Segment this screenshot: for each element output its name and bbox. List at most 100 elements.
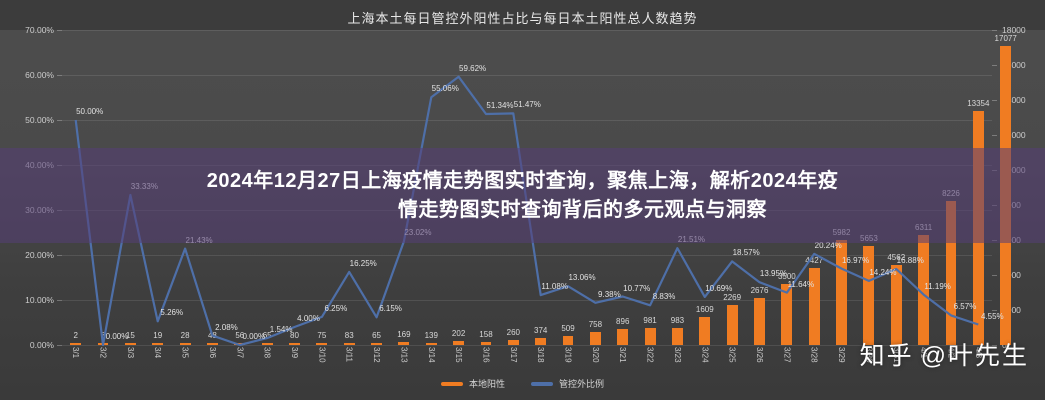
bar[interactable] bbox=[918, 234, 930, 345]
x-axis-tick-label: 3/18 bbox=[536, 347, 546, 363]
bar[interactable] bbox=[617, 329, 629, 345]
bar-value-label: 13354 bbox=[967, 99, 990, 109]
y-axis-left-tick: 50.00% bbox=[25, 115, 54, 125]
bar[interactable] bbox=[808, 267, 820, 345]
bar[interactable] bbox=[699, 316, 711, 345]
bar-value-label: 8 bbox=[100, 331, 106, 340]
bar[interactable] bbox=[316, 343, 328, 345]
line-value-label: 0.00% bbox=[242, 332, 266, 341]
line-value-label: 9.38% bbox=[598, 289, 621, 299]
legend-item-bar[interactable]: 本地阳性 bbox=[440, 377, 505, 390]
line-value-label: 1.54% bbox=[269, 325, 293, 335]
bar-value-label: 3500 bbox=[777, 271, 796, 281]
line-value-label: 11.19% bbox=[924, 281, 951, 291]
bar-value-label: 4562 bbox=[887, 253, 906, 263]
gridline bbox=[62, 120, 992, 121]
bar[interactable] bbox=[480, 342, 492, 345]
gridline bbox=[62, 300, 992, 301]
bar[interactable] bbox=[836, 240, 848, 345]
line-value-label: 6.57% bbox=[953, 302, 977, 312]
x-axis-tick-label: 3/21 bbox=[618, 347, 628, 363]
bar-value-label: 758 bbox=[588, 319, 603, 329]
x-axis-tick-label: 3/9 bbox=[290, 347, 299, 359]
bar-value-label: 374 bbox=[533, 326, 548, 336]
bar[interactable] bbox=[124, 343, 136, 345]
x-axis-tick-label: 3/19 bbox=[563, 347, 573, 363]
bar[interactable] bbox=[726, 305, 738, 345]
bar[interactable] bbox=[152, 343, 164, 345]
x-axis-tick-label: 3/12 bbox=[372, 347, 382, 363]
bar[interactable] bbox=[425, 342, 437, 345]
y-axis-left-tick: 0.00% bbox=[29, 340, 54, 350]
bar-value-label: 83 bbox=[344, 331, 354, 340]
bar[interactable] bbox=[890, 265, 902, 345]
line-value-label: 13.06% bbox=[568, 273, 596, 283]
bar[interactable] bbox=[206, 343, 218, 345]
x-axis-tick-label: 3/15 bbox=[454, 347, 464, 363]
x-axis-tick-label: 3/26 bbox=[755, 347, 764, 363]
bar-value-label: 75 bbox=[317, 331, 327, 340]
y-axis-right-tick: 18000 bbox=[1002, 25, 1026, 35]
watermark: 知乎 @叶先生 bbox=[860, 336, 1029, 372]
x-axis-tick-label: 3/10 bbox=[317, 347, 327, 363]
gridline bbox=[62, 255, 992, 256]
y-axis-left-tick: 20.00% bbox=[25, 250, 54, 260]
y-axis-right-tick: 2000 bbox=[1002, 305, 1021, 315]
line-value-label: 50.00% bbox=[76, 107, 104, 116]
line-value-label: 51.34% bbox=[486, 100, 514, 110]
bar[interactable] bbox=[535, 338, 547, 345]
line-value-label: 10.69% bbox=[705, 283, 733, 293]
gridline bbox=[62, 30, 992, 31]
gridline bbox=[62, 75, 992, 76]
line-value-label: 11.08% bbox=[541, 282, 568, 292]
bar[interactable] bbox=[863, 246, 875, 345]
bar[interactable] bbox=[70, 343, 82, 345]
bar[interactable] bbox=[398, 342, 410, 345]
bar-value-label: 139 bbox=[424, 330, 438, 340]
bar-value-label: 169 bbox=[397, 330, 411, 340]
y-axis-left-tickmark bbox=[57, 300, 62, 301]
line-value-label: 6.25% bbox=[324, 303, 348, 313]
y-axis-right-tickmark bbox=[992, 345, 997, 346]
x-axis-tick-label: 3/2 bbox=[98, 347, 108, 359]
bar[interactable] bbox=[945, 201, 957, 345]
bar-value-label: 28 bbox=[180, 331, 190, 340]
x-axis-tick-label: 3/17 bbox=[508, 347, 518, 363]
bar[interactable] bbox=[781, 283, 793, 345]
bar[interactable] bbox=[589, 331, 601, 345]
y-axis-right-tick: 4000 bbox=[1002, 270, 1021, 280]
bar[interactable] bbox=[289, 343, 300, 345]
bar-value-label: 2676 bbox=[750, 286, 769, 296]
legend-swatch-line bbox=[531, 381, 553, 386]
bar[interactable] bbox=[343, 343, 355, 345]
bar[interactable] bbox=[453, 341, 465, 345]
bar[interactable] bbox=[671, 327, 683, 345]
bar-value-label: 15 bbox=[125, 331, 135, 340]
line-value-label: 0.00% bbox=[105, 332, 129, 341]
bar[interactable] bbox=[179, 343, 191, 345]
bar[interactable] bbox=[371, 343, 383, 345]
line-value-label: 55.06% bbox=[431, 84, 459, 94]
bar[interactable] bbox=[261, 343, 273, 345]
bar[interactable] bbox=[562, 336, 574, 345]
bar-value-label: 2 bbox=[73, 331, 78, 340]
bar[interactable] bbox=[754, 298, 765, 345]
legend-item-line[interactable]: 管控外比例 bbox=[531, 377, 604, 390]
bar[interactable] bbox=[507, 340, 519, 345]
x-axis-tick-label: 3/16 bbox=[481, 347, 491, 363]
line-value-label: 13.95% bbox=[759, 269, 788, 279]
bar-value-label: 19 bbox=[153, 331, 163, 340]
legend-swatch-bar bbox=[440, 381, 463, 386]
line-value-label: 20.24% bbox=[814, 240, 842, 250]
x-axis-tick-label: 3/4 bbox=[153, 347, 163, 359]
bar[interactable] bbox=[644, 327, 656, 345]
y-axis-left-tickmark bbox=[57, 120, 62, 121]
y-axis-right-tick: 16000 bbox=[1002, 60, 1026, 70]
headline-line-1: 2024年12月27日上海疫情走势图实时查询，聚焦上海，解析2024年疫 bbox=[206, 169, 839, 192]
x-axis-tick-label: 3/8 bbox=[262, 347, 272, 359]
line-value-label: 8.83% bbox=[652, 292, 676, 302]
x-axis-tick-label: 3/23 bbox=[672, 347, 682, 363]
headline-line-2: 情走势图实时查询背后的多元观点与洞察 bbox=[398, 198, 767, 221]
y-axis-left-tick: 60.00% bbox=[25, 70, 54, 80]
